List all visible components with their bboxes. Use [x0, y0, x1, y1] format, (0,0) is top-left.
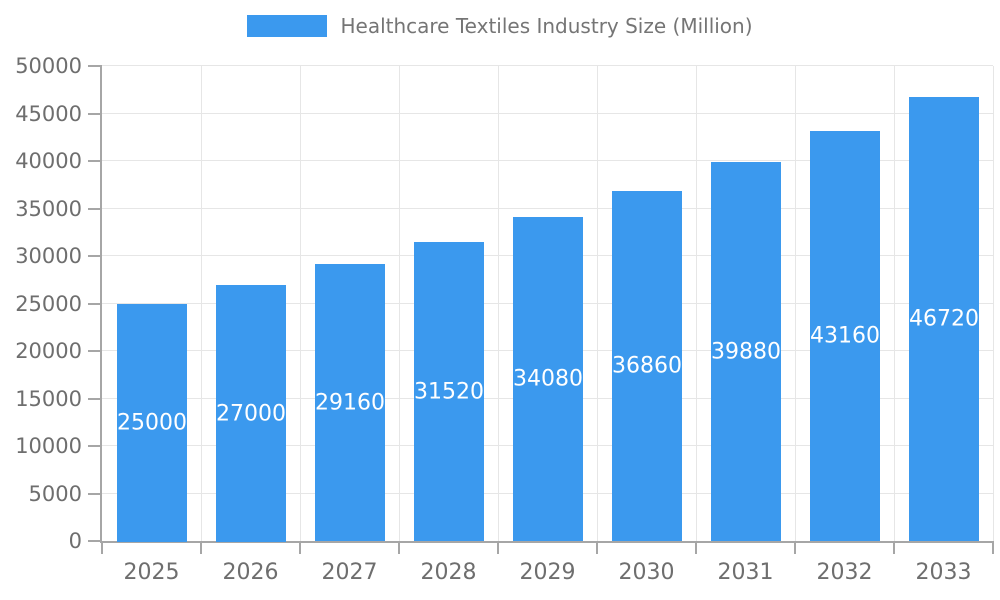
y-axis-tick: [88, 113, 102, 115]
y-axis-tick: [88, 65, 102, 67]
x-gridline: [498, 66, 499, 541]
y-axis-tick: [88, 303, 102, 305]
bar[interactable]: 34080: [513, 217, 583, 541]
bar[interactable]: 43160: [810, 131, 880, 541]
bar[interactable]: 25000: [117, 304, 187, 542]
y-gridline: [102, 160, 993, 161]
x-gridline: [993, 66, 994, 541]
legend[interactable]: Healthcare Textiles Industry Size (Milli…: [0, 14, 1000, 38]
bar-value-label: 27000: [216, 401, 286, 426]
y-gridline: [102, 65, 993, 66]
legend-swatch-icon: [247, 15, 328, 37]
y-axis-tick: [88, 445, 102, 447]
y-gridline: [102, 113, 993, 114]
bar-value-label: 34080: [513, 366, 583, 392]
bar-value-label: 25000: [117, 410, 187, 436]
x-gridline: [894, 66, 895, 541]
bar[interactable]: 36860: [612, 191, 682, 541]
bar[interactable]: 31520: [414, 242, 484, 541]
bar-value-label: 39880: [711, 339, 781, 364]
y-axis-tick-label: 25000: [15, 292, 82, 316]
x-axis-tick-label: 2026: [222, 560, 279, 585]
x-axis-tick: [893, 541, 895, 554]
x-axis-tick: [695, 541, 697, 554]
x-gridline: [399, 66, 400, 541]
x-gridline: [597, 66, 598, 541]
y-axis-tick-label: 35000: [15, 197, 82, 221]
x-gridline: [300, 66, 301, 541]
bar[interactable]: 39880: [711, 162, 781, 541]
bar[interactable]: 29160: [315, 264, 385, 541]
y-gridline: [102, 208, 993, 209]
y-axis-line: [100, 66, 102, 543]
y-axis-tick-label: 40000: [15, 149, 82, 173]
x-gridline: [201, 66, 202, 541]
x-axis-tick-label: 2028: [420, 560, 477, 585]
bar-value-label: 36860: [612, 353, 682, 379]
x-axis-tick: [299, 541, 301, 554]
x-axis-tick-label: 2033: [915, 560, 972, 585]
y-axis-tick: [88, 160, 102, 162]
y-axis-tick-label: 45000: [15, 102, 82, 126]
x-axis-tick: [497, 541, 499, 554]
x-axis-tick: [398, 541, 400, 554]
y-axis-tick-label: 0: [68, 529, 82, 553]
y-axis-tick-label: 20000: [15, 339, 82, 363]
y-axis-tick-label: 30000: [15, 244, 82, 268]
x-axis-tick-label: 2029: [519, 560, 576, 585]
x-axis-tick-label: 2031: [717, 560, 774, 585]
x-axis-tick-label: 2030: [618, 560, 675, 585]
x-axis-tick-label: 2025: [123, 560, 180, 585]
bar-value-label: 29160: [315, 390, 385, 415]
y-axis-tick-label: 10000: [15, 434, 82, 458]
x-axis-tick: [794, 541, 796, 554]
x-axis-tick-label: 2027: [321, 560, 378, 585]
bar-value-label: 46720: [909, 306, 979, 332]
y-axis-tick-label: 50000: [15, 54, 82, 78]
x-gridline: [795, 66, 796, 541]
y-axis-tick: [88, 255, 102, 257]
x-axis-tick: [992, 541, 994, 554]
bar[interactable]: 27000: [216, 285, 286, 542]
bar-value-label: 31520: [414, 379, 484, 404]
x-axis-tick: [596, 541, 598, 554]
bar[interactable]: 46720: [909, 97, 979, 541]
bar-value-label: 43160: [810, 323, 880, 349]
y-axis-tick: [88, 398, 102, 400]
x-axis-line: [100, 541, 993, 543]
y-axis-tick: [88, 208, 102, 210]
legend-label: Healthcare Textiles Industry Size (Milli…: [340, 14, 753, 38]
x-gridline: [696, 66, 697, 541]
y-axis-tick-label: 15000: [15, 387, 82, 411]
x-axis-tick-label: 2032: [816, 560, 873, 585]
x-axis-tick: [200, 541, 202, 554]
x-axis-tick: [101, 541, 103, 554]
y-axis-tick: [88, 540, 102, 542]
y-axis-tick: [88, 350, 102, 352]
y-axis-tick-label: 5000: [28, 482, 82, 506]
y-axis-tick: [88, 493, 102, 495]
